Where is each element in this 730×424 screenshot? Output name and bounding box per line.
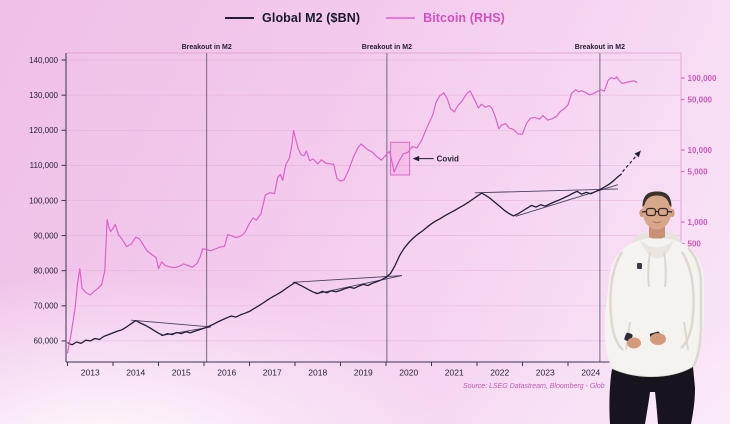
bitcoin-line-swatch — [386, 17, 416, 19]
x-axis-label: 2023 — [536, 368, 555, 378]
y-axis-right-label: 100,000 — [688, 74, 717, 83]
m2-series-line — [67, 173, 623, 346]
presenter-glasses — [641, 207, 673, 217]
x-axis-label: 2018 — [308, 368, 327, 378]
chart-legend: Global M2 ($BN) Bitcoin (RHS) — [0, 8, 730, 28]
m2-line-swatch — [225, 17, 255, 19]
y-axis-left-label: 70,000 — [34, 302, 59, 311]
projection-arrow-head-icon — [634, 150, 641, 158]
presenter-drawstring-right — [663, 251, 667, 288]
x-axis-label: 2015 — [172, 368, 191, 378]
x-axis-label: 2017 — [263, 368, 282, 378]
presenter-hand-left — [627, 337, 641, 349]
x-axis-label: 2016 — [217, 368, 236, 378]
y-axis-right-label: 500 — [688, 239, 702, 248]
presenter-figure — [604, 191, 704, 424]
legend-item-bitcoin: Bitcoin (RHS) — [386, 11, 505, 25]
source-note: Source: LSEG Datastream, Bloomberg - Glo… — [463, 383, 605, 390]
breakout-label: Breakout in M2 — [575, 44, 625, 51]
y-axis-right-label: 50,000 — [688, 95, 713, 104]
x-axis-label: 2014 — [126, 368, 145, 378]
presenter — [604, 191, 704, 424]
covid-arrow-icon — [412, 155, 420, 162]
breakout-label: Breakout in M2 — [362, 44, 412, 51]
x-axis-label: 2024 — [581, 368, 600, 378]
presenter-drawstring-left — [647, 251, 651, 288]
y-axis-right-label: 5,000 — [688, 167, 709, 176]
presenter-hoodie — [604, 238, 704, 378]
legend-label-bitcoin: Bitcoin (RHS) — [423, 11, 505, 25]
legend-label-m2: Global M2 ($BN) — [262, 11, 361, 25]
x-axis-label: 2013 — [81, 368, 100, 378]
bitcoin-series-line — [66, 76, 638, 354]
presenter-hand-right — [650, 333, 666, 345]
y-axis-left-label: 110,000 — [30, 161, 59, 170]
trendline — [474, 188, 619, 194]
x-axis-label: 2020 — [399, 368, 418, 378]
y-axis-left-label: 130,000 — [29, 91, 58, 100]
trendline — [292, 275, 402, 283]
y-axis-left-label: 140,000 — [29, 56, 58, 65]
y-axis-right-label: 10,000 — [688, 146, 713, 155]
y-axis-right-label: 1,000 — [688, 218, 709, 227]
legend-item-m2: Global M2 ($BN) — [225, 11, 360, 25]
presenter-hoodie-shade — [687, 247, 703, 368]
y-axis-left-label: 80,000 — [34, 267, 59, 276]
trendline — [515, 184, 619, 217]
x-axis-label: 2019 — [354, 368, 373, 378]
y-axis-left-label: 100,000 — [29, 196, 58, 205]
x-axis-label: 2022 — [490, 368, 509, 378]
y-axis-left-label: 60,000 — [34, 337, 59, 346]
presenter-mouth — [652, 221, 662, 224]
x-axis-label: 2021 — [445, 368, 464, 378]
presenter-arm-seam-left — [609, 251, 624, 351]
presenter-collar — [640, 240, 674, 259]
y-axis-left-label: 90,000 — [34, 231, 59, 240]
breakout-label: Breakout in M2 — [182, 44, 232, 51]
presenter-pants — [609, 367, 695, 424]
presenter-hair — [642, 191, 672, 207]
trendline — [131, 319, 211, 328]
presenter-hoodie-logo — [637, 263, 642, 269]
y-axis-left-label: 120,000 — [29, 126, 58, 135]
covid-label: Covid — [437, 154, 459, 163]
